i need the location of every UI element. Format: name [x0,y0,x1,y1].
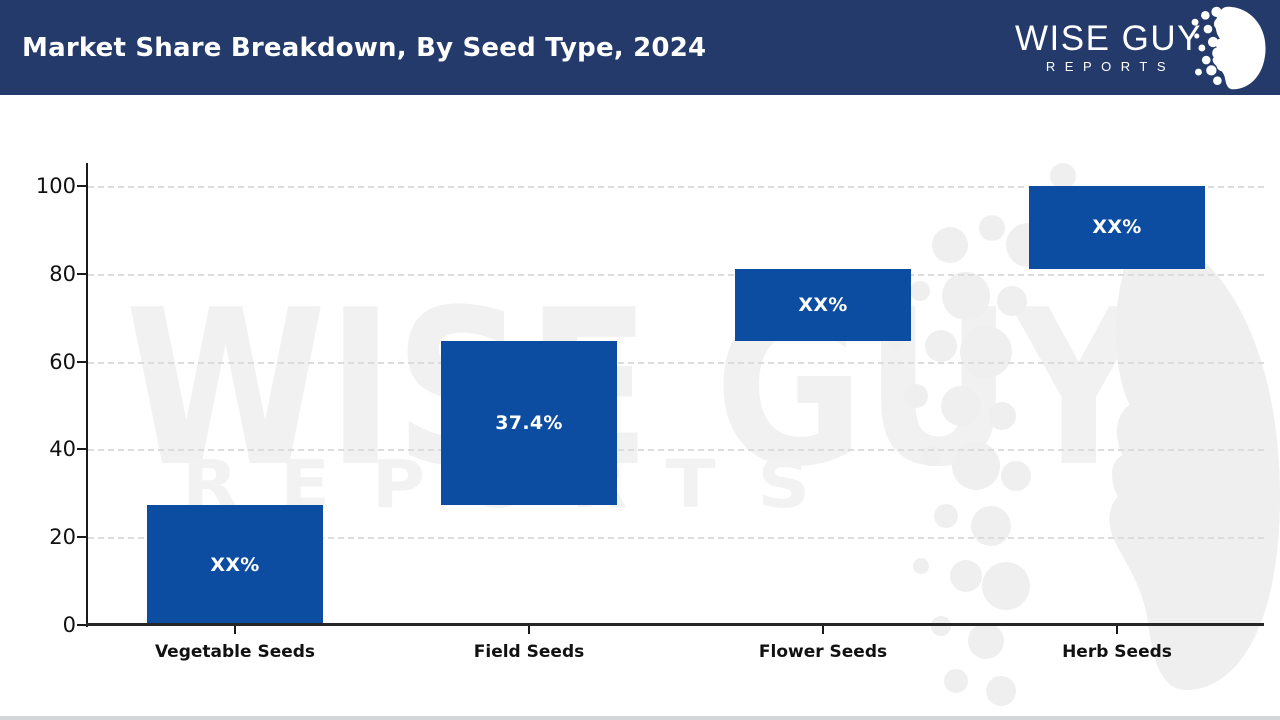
y-axis-line [86,163,88,627]
bottom-border-strip [0,716,1280,720]
bar-field-seeds: 37.4% [441,340,617,505]
page-title: Market Share Breakdown, By Seed Type, 20… [22,32,707,63]
y-axis-tick [77,448,86,451]
bar-herb-seeds: XX% [1029,186,1205,269]
bar-value-label: 37.4% [495,411,563,434]
bar-flower-seeds: XX% [735,268,911,341]
x-axis-category-label: Field Seeds [473,642,585,662]
y-axis-tick [77,272,86,275]
gridline [88,273,1264,276]
y-axis-tick-label: 0 [62,613,76,637]
x-axis-category-label: Vegetable Seeds [154,642,316,662]
chart-area: WISE GUY REPORTS 020406080100XX%Vegetabl… [0,95,1280,720]
y-axis-tick [77,185,86,188]
y-axis-tick-label: 80 [49,261,76,286]
wiseguy-head-icon [1191,6,1266,89]
x-axis-tick [528,626,530,634]
bar-value-label: XX% [798,293,848,316]
x-axis-tick [1116,626,1118,634]
logo-wordmark: WISE GUY [1014,19,1202,58]
y-axis-tick-label: 40 [49,437,76,462]
plot-region: 0 20 40 60 80 100 XX% Vegetable Seeds 37.4% Field… [36,163,1264,662]
x-axis-category-label: Flower Seeds [758,642,888,662]
y-axis-tick-label: 20 [49,525,76,550]
wiseguy-logo: WISE GUY REPORTS [1015,0,1270,95]
logo-subtitle: REPORTS [1045,59,1176,74]
y-axis-tick [77,624,86,626]
gridline [88,186,1264,188]
x-axis-tick [234,626,236,634]
y-axis-tick [77,536,86,539]
y-axis-tick-label: 60 [49,349,76,374]
gridline [88,537,1264,540]
bar-vegetable-seeds: XX% [147,504,323,625]
gridline [88,449,1264,452]
logo-text: WISE GUY REPORTS [1015,21,1202,74]
bar-value-label: XX% [210,553,260,576]
x-axis-category-label: Herb Seeds [1062,642,1172,662]
x-axis-line [86,623,1264,626]
header-bar: Market Share Breakdown, By Seed Type, 20… [0,0,1280,95]
gridline [88,361,1264,364]
y-axis-tick-label: 100 [35,174,76,198]
x-axis-tick [822,626,824,634]
bar-value-label: XX% [1092,216,1142,239]
y-axis-tick [77,360,86,363]
